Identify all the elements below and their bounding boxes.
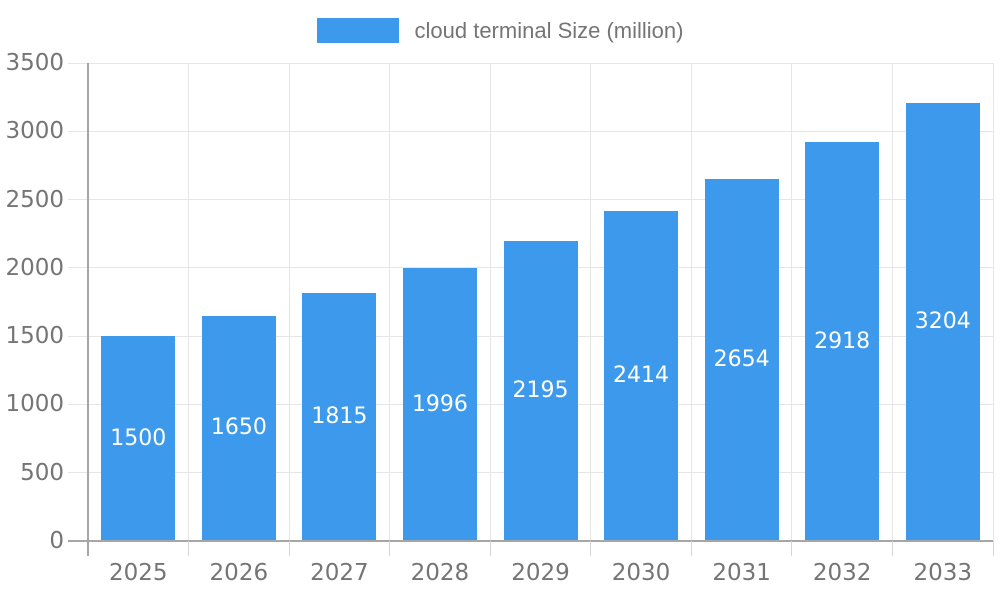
x-axis-label: 2029 — [511, 560, 570, 586]
x-axis-tick — [489, 541, 491, 556]
x-axis-label: 2031 — [712, 560, 771, 586]
x-axis-tick — [791, 541, 793, 556]
x-axis-label: 2027 — [310, 560, 369, 586]
v-gridline — [188, 63, 190, 541]
y-axis-label: 1000 — [5, 391, 64, 418]
x-axis-tick — [188, 541, 190, 556]
bar-value-label: 3204 — [914, 309, 971, 335]
bar-value-label: 1815 — [311, 404, 368, 430]
bar-2027 — [302, 293, 377, 541]
y-axis-label: 0 — [49, 528, 64, 554]
bar-value-label: 2654 — [713, 346, 770, 372]
x-axis-label: 2030 — [611, 560, 671, 586]
v-gridline — [590, 63, 592, 541]
bar-value-label: 1650 — [210, 415, 267, 441]
x-axis-line — [68, 540, 993, 542]
bar-2032 — [805, 142, 880, 541]
x-axis-tick — [992, 541, 994, 556]
bar-2025 — [101, 336, 176, 541]
y-axis-label: 3500 — [5, 50, 64, 76]
x-axis-label: 2028 — [410, 560, 470, 586]
y-axis-label: 500 — [20, 459, 64, 486]
x-axis-label: 2025 — [109, 560, 168, 586]
v-gridline — [891, 63, 893, 541]
x-axis-tick — [690, 541, 692, 556]
v-gridline — [389, 63, 391, 541]
bar-2031 — [704, 178, 779, 541]
bar-2029 — [503, 241, 578, 541]
legend: cloud terminal Size (million) — [0, 17, 1000, 44]
x-axis-tick — [590, 541, 592, 556]
y-axis-label: 1500 — [5, 323, 64, 350]
x-axis-label: 2026 — [209, 560, 269, 586]
v-gridline — [791, 63, 793, 541]
v-gridline — [690, 63, 692, 541]
bar-value-label: 2414 — [613, 363, 670, 389]
x-axis-label: 2033 — [913, 560, 972, 586]
bar-2028 — [402, 268, 477, 541]
h-gridline — [68, 62, 993, 64]
bar-value-label: 2195 — [512, 378, 569, 404]
x-axis-tick — [288, 541, 290, 556]
h-gridline — [68, 130, 993, 132]
bar-2030 — [604, 211, 679, 541]
bar-2026 — [201, 315, 276, 541]
bar-2033 — [905, 103, 980, 541]
y-axis-label: 3000 — [5, 118, 64, 145]
legend-label: cloud terminal Size (million) — [414, 17, 684, 43]
v-gridline — [489, 63, 491, 541]
bar-value-label: 1500 — [110, 425, 167, 451]
y-axis-line — [87, 63, 89, 556]
h-gridline — [68, 199, 993, 201]
x-axis-label: 2032 — [812, 560, 872, 586]
x-axis-tick — [389, 541, 391, 556]
legend-swatch — [316, 18, 399, 43]
y-axis-label: 2500 — [5, 186, 64, 213]
bar-value-label: 1996 — [411, 391, 468, 417]
x-axis-tick — [891, 541, 893, 556]
v-gridline — [992, 63, 994, 541]
v-gridline — [288, 63, 290, 541]
bar-value-label: 2918 — [814, 328, 871, 354]
y-axis-label: 2000 — [5, 254, 64, 281]
